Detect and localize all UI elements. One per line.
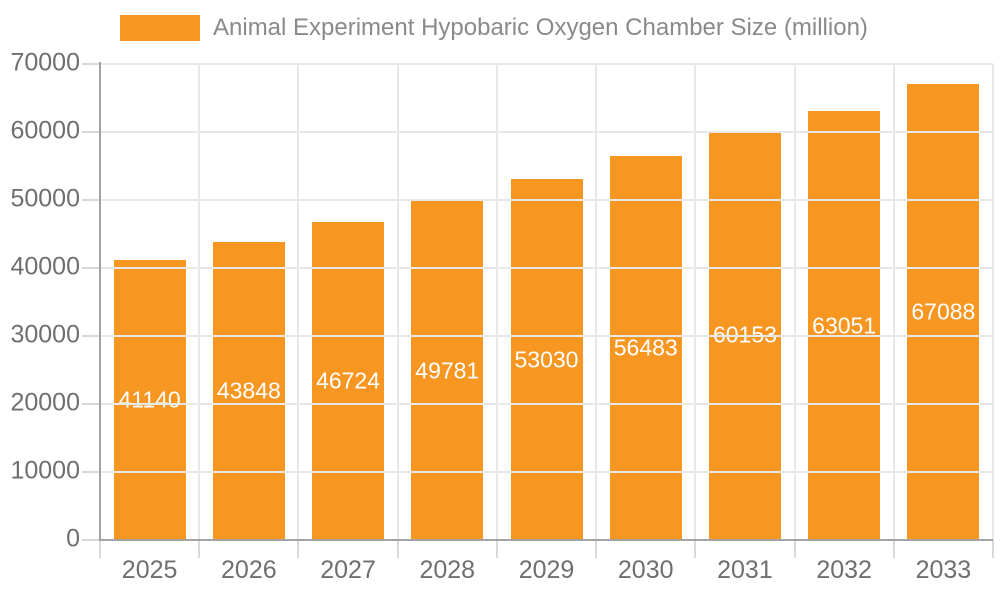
bar-value-label: 63051 bbox=[812, 312, 877, 339]
legend-label: Animal Experiment Hypobaric Oxygen Chamb… bbox=[213, 14, 868, 41]
x-axis-label: 2026 bbox=[221, 556, 277, 584]
bar bbox=[212, 241, 285, 540]
legend-swatch bbox=[120, 15, 200, 41]
y-axis-label: 70000 bbox=[10, 48, 80, 77]
bar bbox=[113, 260, 186, 540]
gridline bbox=[100, 335, 993, 337]
x-axis-label: 2031 bbox=[717, 556, 773, 584]
bar-value-label: 43848 bbox=[216, 377, 281, 404]
vertical-gridline bbox=[992, 64, 994, 540]
x-axis-tick bbox=[297, 540, 300, 558]
bar bbox=[510, 179, 583, 540]
y-axis-label: 60000 bbox=[10, 116, 80, 145]
vertical-gridline bbox=[892, 64, 895, 540]
x-axis-tick bbox=[99, 540, 101, 558]
x-axis-label: 2027 bbox=[320, 556, 376, 584]
gridline bbox=[100, 63, 993, 65]
y-axis-line bbox=[99, 62, 101, 540]
y-axis-label: 0 bbox=[66, 524, 80, 553]
y-axis-tick bbox=[82, 199, 100, 201]
gridline bbox=[100, 131, 993, 133]
vertical-gridline bbox=[198, 64, 201, 540]
vertical-gridline bbox=[595, 64, 598, 540]
y-axis-label: 40000 bbox=[10, 252, 80, 281]
y-axis-label: 30000 bbox=[10, 320, 80, 349]
bar-value-label: 46724 bbox=[316, 367, 381, 394]
x-axis-tick bbox=[495, 540, 498, 558]
x-axis-tick bbox=[793, 540, 796, 558]
bar-value-label: 49781 bbox=[415, 357, 480, 384]
bar bbox=[808, 111, 881, 540]
x-axis-line bbox=[99, 539, 993, 541]
y-axis-tick bbox=[82, 267, 100, 269]
gridline bbox=[100, 471, 993, 473]
x-axis-tick bbox=[595, 540, 598, 558]
bar-value-label: 60153 bbox=[712, 321, 777, 348]
bar bbox=[907, 83, 980, 540]
gridline bbox=[100, 267, 993, 269]
vertical-gridline bbox=[694, 64, 697, 540]
x-axis-label: 2030 bbox=[617, 556, 674, 584]
x-axis-label: 2029 bbox=[518, 556, 575, 584]
y-axis-tick bbox=[82, 539, 100, 541]
x-axis-tick bbox=[992, 540, 994, 558]
y-axis-label: 10000 bbox=[10, 456, 80, 485]
vertical-gridline bbox=[495, 64, 498, 540]
x-axis-label: 2028 bbox=[419, 556, 476, 584]
bar bbox=[312, 222, 385, 540]
y-axis-tick bbox=[82, 63, 100, 65]
x-axis-label: 2032 bbox=[816, 556, 872, 584]
y-axis-label: 50000 bbox=[10, 184, 80, 213]
bar bbox=[411, 201, 484, 540]
x-axis-label: 2025 bbox=[121, 556, 178, 584]
y-axis-label: 20000 bbox=[10, 388, 80, 417]
vertical-gridline bbox=[396, 64, 399, 540]
plot-area: 41140 43848 46724 49781 53030 56483 60153 63051… bbox=[100, 64, 993, 540]
gridline bbox=[100, 199, 993, 201]
gridline bbox=[100, 403, 993, 405]
vertical-gridline bbox=[793, 64, 796, 540]
bar bbox=[609, 155, 682, 540]
y-axis-tick bbox=[82, 471, 100, 473]
x-axis-tick bbox=[198, 540, 201, 558]
y-axis-tick bbox=[82, 131, 100, 133]
bar-value-label: 53030 bbox=[514, 346, 579, 373]
legend[interactable]: Animal Experiment Hypobaric Oxygen Chamb… bbox=[120, 14, 868, 42]
y-axis-tick bbox=[82, 403, 100, 405]
x-axis-label: 2033 bbox=[915, 556, 972, 584]
bar-value-label: 56483 bbox=[613, 334, 678, 361]
bar-value-label: 41140 bbox=[118, 386, 181, 413]
x-axis-tick bbox=[892, 540, 895, 558]
x-axis-tick bbox=[694, 540, 697, 558]
x-axis-tick bbox=[396, 540, 399, 558]
bar-value-label: 67088 bbox=[911, 298, 976, 325]
vertical-gridline bbox=[297, 64, 300, 540]
y-axis-tick bbox=[82, 335, 100, 337]
